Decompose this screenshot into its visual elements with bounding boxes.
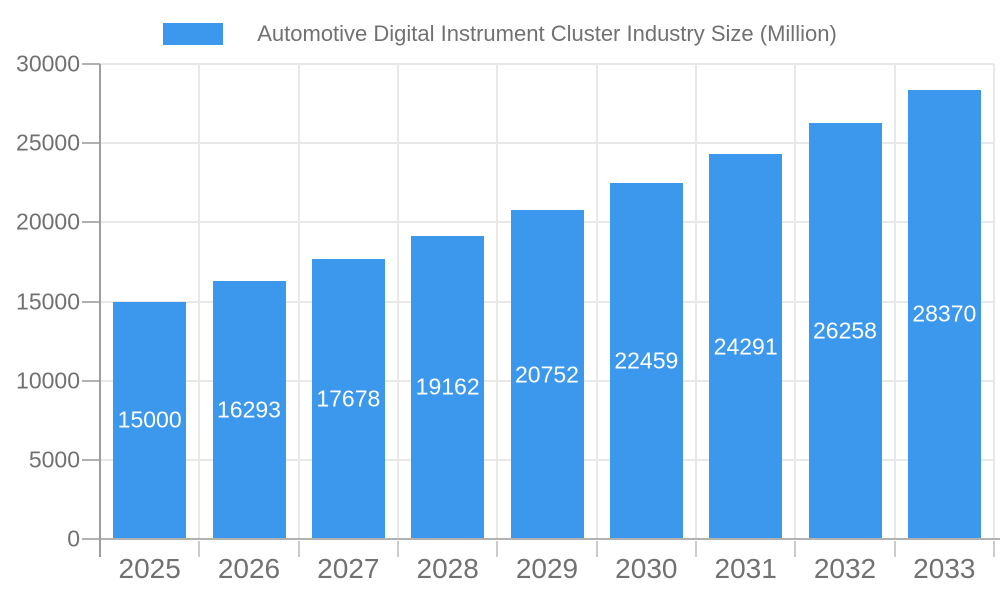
- y-tick-label: 10000: [16, 367, 80, 394]
- bar-value-label: 19162: [415, 373, 480, 400]
- x-tick-label: 2025: [118, 553, 181, 584]
- bar[interactable]: 17678: [311, 259, 385, 539]
- y-tick: [82, 300, 100, 303]
- y-tick-label: 0: [67, 525, 80, 552]
- bar[interactable]: 24291: [709, 154, 783, 539]
- bar[interactable]: 20752: [510, 210, 584, 539]
- y-tick-label: 20000: [16, 208, 80, 235]
- x-tick: [695, 541, 697, 557]
- y-gridline: [100, 142, 994, 145]
- x-tick: [397, 541, 399, 557]
- x-tick: [198, 541, 201, 557]
- y-axis-line: [99, 64, 101, 557]
- x-tick: [595, 541, 598, 557]
- x-tick-label: 2031: [714, 553, 777, 584]
- y-tick-label: 25000: [16, 129, 80, 156]
- bar-value-label: 15000: [117, 406, 182, 433]
- legend-swatch: [163, 23, 224, 45]
- y-tick: [82, 63, 100, 65]
- plot-area: 0 5000 10000 15000 20000 25000 30000 15000 2025 1…: [16, 51, 1000, 584]
- x-gridline: [794, 64, 797, 539]
- x-tick-label: 2033: [913, 553, 976, 584]
- x-tick-label: 2030: [615, 553, 678, 584]
- x-tick-label: 2032: [813, 553, 877, 584]
- bar[interactable]: 22459: [609, 183, 683, 539]
- bar-value-label: 16293: [217, 396, 281, 423]
- x-gridline: [993, 64, 995, 539]
- x-tick: [496, 541, 499, 557]
- x-tick-label: 2029: [515, 553, 579, 584]
- x-gridline: [397, 64, 399, 539]
- bar-value-label: 28370: [912, 300, 977, 327]
- bar[interactable]: 26258: [808, 123, 882, 539]
- y-tick-label: 15000: [16, 288, 80, 314]
- y-tick: [82, 142, 100, 145]
- x-tick-label: 2028: [416, 553, 479, 584]
- y-tick-label: 5000: [28, 446, 80, 473]
- x-tick: [794, 541, 797, 557]
- x-tick: [297, 541, 300, 557]
- y-tick: [82, 221, 100, 224]
- bar[interactable]: 28370: [907, 89, 981, 539]
- bar-value-label: 20752: [515, 361, 579, 388]
- bar[interactable]: 16293: [212, 281, 286, 539]
- bar-value-label: 24291: [713, 333, 778, 360]
- y-tick: [82, 379, 100, 382]
- x-gridline: [198, 64, 201, 539]
- legend-label: Automotive Digital Instrument Cluster In…: [257, 21, 837, 46]
- y-tick-label: 30000: [16, 50, 80, 77]
- y-tick: [82, 458, 100, 461]
- bar-value-label: 26258: [813, 317, 877, 344]
- x-gridline: [595, 64, 598, 539]
- x-tick-label: 2027: [317, 553, 380, 584]
- bar-value-label: 22459: [614, 347, 679, 374]
- x-axis-line: [82, 538, 1000, 540]
- legend[interactable]: Automotive Digital Instrument Cluster In…: [0, 21, 1000, 47]
- x-gridline: [496, 64, 499, 539]
- x-tick-label: 2026: [217, 553, 281, 584]
- x-tick: [993, 541, 995, 557]
- bar[interactable]: 19162: [411, 235, 485, 539]
- x-tick: [893, 541, 896, 557]
- y-gridline: [100, 63, 994, 65]
- x-gridline: [297, 64, 300, 539]
- x-gridline: [893, 64, 896, 539]
- x-gridline: [695, 64, 697, 539]
- bar[interactable]: 15000: [113, 301, 187, 539]
- bar-value-label: 17678: [316, 385, 381, 412]
